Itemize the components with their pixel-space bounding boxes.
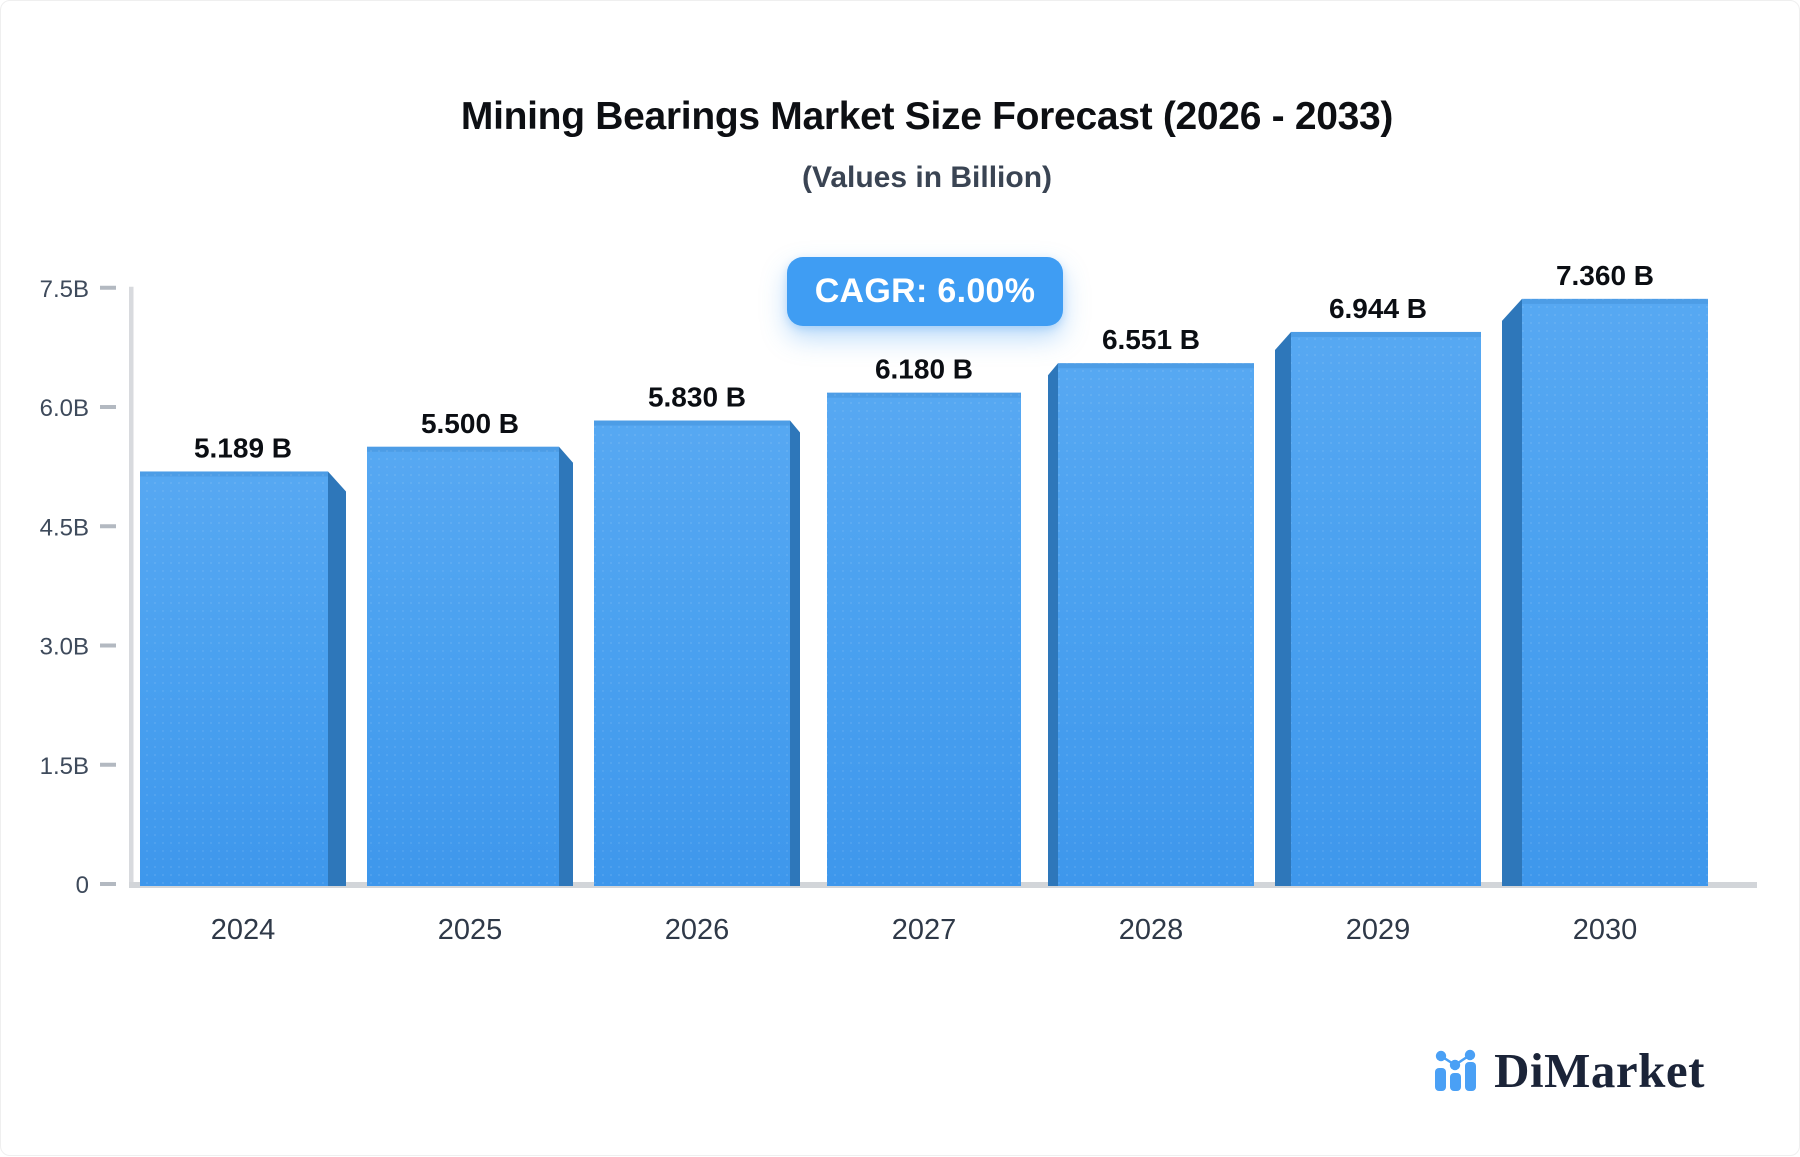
bar-2028: 6.551 B 2028 [1048,324,1254,946]
y-tick-mark [100,882,116,886]
x-axis-label: 2027 [892,914,957,946]
bar-2027: 6.180 B 2027 [827,354,1021,946]
bar-2024: 5.189 B 2024 [140,432,346,946]
bar-texture [1522,298,1708,886]
y-tick-mark [100,285,116,290]
bar-side-face [790,420,800,886]
y-tick-mark [100,524,116,529]
bar-side-face [1275,331,1291,886]
value-label: 5.830 B [648,382,746,413]
y-axis-line [129,286,134,887]
bar-2029: 6.944 B 2029 [1275,293,1481,946]
y-tick-label: 0 [76,872,89,899]
y-tick-label: 6.0B [40,395,89,422]
bar-texture [594,420,790,886]
bar-texture [1058,363,1254,886]
y-tick-label: 7.5B [40,276,89,303]
value-label: 5.500 B [421,408,519,439]
x-axis-label: 2024 [211,914,276,946]
y-tick-label: 4.5B [40,514,89,541]
value-label: 7.360 B [1556,260,1654,291]
logo-text: DiMarket [1494,1042,1705,1098]
cagr-badge: CAGR: 6.00% [787,257,1063,326]
y-tick-mark [100,405,116,409]
value-label: 5.189 B [194,432,292,463]
dimarket-logo: DiMarket [1434,1029,1705,1098]
logo-bars-icon [1435,1049,1477,1091]
bar-side-face [559,446,573,886]
y-tick-label: 3.0B [40,634,89,661]
y-tick-mark [100,643,116,648]
bar-texture [140,471,328,886]
x-axis-label: 2028 [1119,914,1184,946]
value-label: 6.180 B [875,354,973,385]
bar-2025: 5.500 B 2025 [367,408,573,946]
y-tick-label: 1.5B [40,753,89,780]
bar-texture [1291,331,1481,886]
x-axis-label: 2025 [438,914,503,946]
x-axis-label: 2029 [1346,914,1411,946]
value-label: 6.551 B [1102,324,1200,355]
value-label: 6.944 B [1329,293,1427,324]
x-axis-label: 2026 [665,914,730,946]
bar-side-face [1502,298,1522,886]
bar-side-face [1048,363,1058,886]
bar-texture [367,446,559,886]
bar-2030: 7.360 B 2030 [1502,260,1708,946]
bar-texture [827,392,1021,886]
bar-side-face [328,471,346,886]
y-tick-mark [100,762,116,767]
x-axis-label: 2030 [1573,914,1638,946]
bar-2026: 5.830 B 2026 [594,382,800,946]
